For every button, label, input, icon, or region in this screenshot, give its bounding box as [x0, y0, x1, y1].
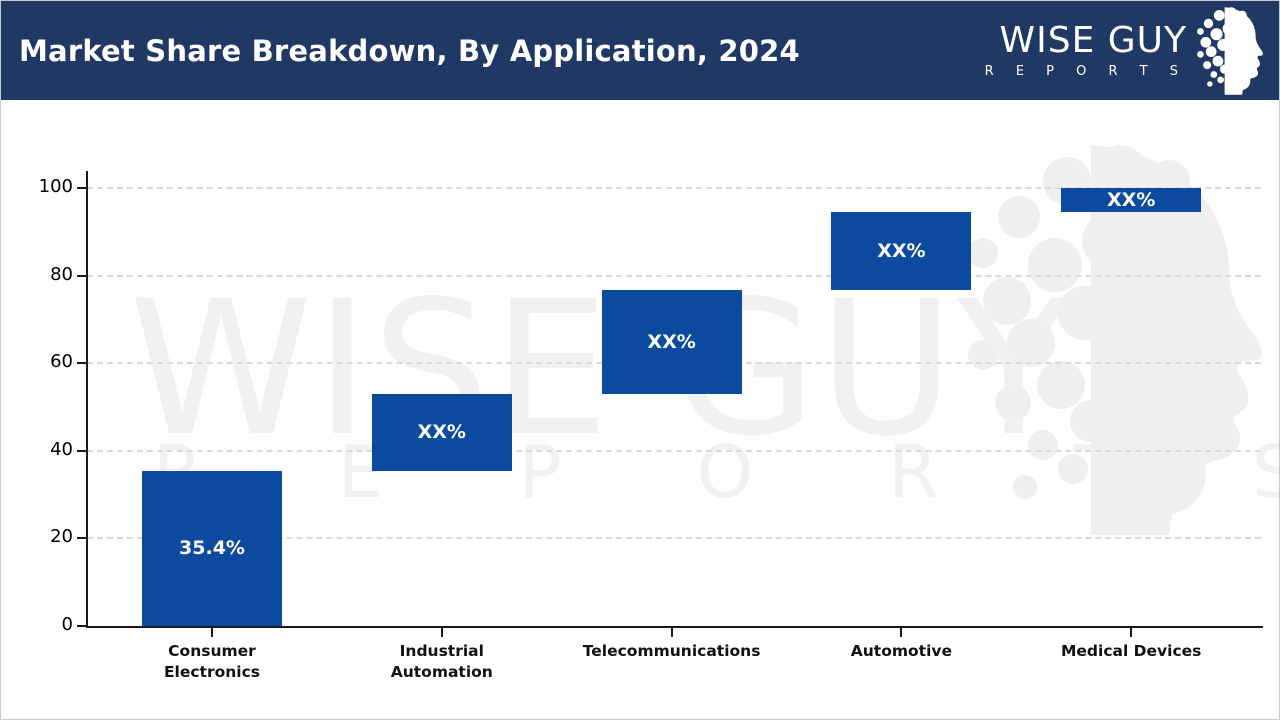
x-category-label: Industrial Automation — [390, 642, 493, 681]
y-tick-mark — [77, 274, 86, 277]
bar-consumer-electronics: 35.4% — [142, 470, 282, 626]
y-tick-label: 100 — [38, 176, 73, 197]
x-tick-mark — [440, 628, 443, 637]
head-profile-logo-icon — [1197, 6, 1263, 95]
bar-value-label: XX% — [417, 421, 466, 444]
x-tick-mark — [1130, 628, 1133, 637]
logo-wordmark: WISE GUY — [999, 20, 1187, 61]
bar-value-label: XX% — [1107, 189, 1156, 212]
y-tick-label: 80 — [50, 263, 73, 285]
x-tick-mark — [670, 628, 673, 637]
header-banner: Market Share Breakdown, By Application, … — [1, 1, 1279, 100]
x-axis-line — [86, 626, 1263, 628]
x-tick-mark — [900, 628, 903, 637]
bar-value-label: 35.4% — [179, 537, 245, 560]
bar-value-label: XX% — [647, 331, 696, 354]
logo-subtitle: R E P O R T S — [984, 64, 1187, 79]
y-tick-label: 0 — [61, 614, 73, 635]
x-category-label: Automotive — [850, 642, 952, 660]
y-tick-mark — [77, 187, 86, 189]
plot-area: WISE GUY R E P O R T S 35.4% XX% XX% XX% XX%… — [1, 100, 1279, 719]
wise-guy-reports-logo: WISE GUY R E P O R T S — [981, 6, 1265, 96]
bar-medical-devices: XX% — [1061, 188, 1202, 213]
watermark-text: WISE GUY — [129, 260, 1073, 477]
x-category-label: Consumer Electronics — [163, 642, 261, 681]
y-tick-mark — [77, 625, 86, 627]
y-tick-mark — [77, 449, 86, 452]
gridline-100 — [87, 187, 1261, 189]
y-tick-mark — [77, 537, 86, 540]
gridline-80 — [87, 274, 1261, 277]
y-tick-label: 20 — [50, 526, 73, 548]
y-axis-line — [86, 171, 88, 628]
x-category-label: Telecommunications — [582, 642, 761, 660]
y-tick-label: 60 — [50, 351, 73, 373]
bar-value-label: XX% — [877, 240, 926, 263]
gridline-40 — [87, 449, 1261, 452]
gridline-20 — [87, 537, 1261, 540]
bar-automotive: XX% — [831, 212, 972, 291]
bar-industrial-automation: XX% — [371, 393, 512, 471]
x-tick-mark — [211, 628, 213, 637]
y-tick-label: 40 — [50, 438, 73, 460]
bar-telecommunications: XX% — [601, 290, 742, 394]
y-tick-mark — [77, 362, 86, 365]
x-category-label: Medical Devices — [1060, 642, 1202, 660]
chart-title: Market Share Breakdown, By Application, … — [19, 33, 800, 68]
